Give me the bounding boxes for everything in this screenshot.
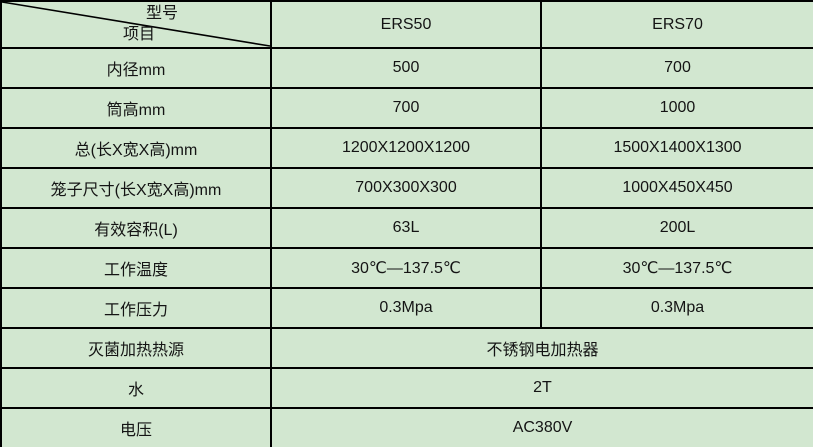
- row-label: 总(长X宽X高)mm: [0, 127, 272, 169]
- row-value: 30℃—137.5℃: [540, 247, 813, 289]
- row-label: 电压: [0, 407, 272, 447]
- row-value-merged: 2T: [270, 367, 813, 409]
- column-header-model-1: ERS50: [270, 0, 542, 49]
- diagonal-header-cell: 型号 项目: [0, 0, 272, 49]
- row-value: 63L: [270, 207, 542, 249]
- row-label: 有效容积(L): [0, 207, 272, 249]
- column-header-model-2: ERS70: [540, 0, 813, 49]
- table-row-merged: 电压 AC380V: [0, 407, 813, 447]
- row-value: 1500X1400X1300: [540, 127, 813, 169]
- corner-label-model: 型号: [145, 5, 179, 22]
- table-row: 内径mm 500 700: [0, 47, 813, 89]
- row-label: 筒高mm: [0, 87, 272, 129]
- table-row-merged: 灭菌加热热源 不锈钢电加热器: [0, 327, 813, 369]
- row-label: 水: [0, 367, 272, 409]
- row-value: 500: [270, 47, 542, 89]
- table-row: 筒高mm 700 1000: [0, 87, 813, 129]
- table-row: 工作温度 30℃—137.5℃ 30℃—137.5℃: [0, 247, 813, 289]
- row-value: 700X300X300: [270, 167, 542, 209]
- row-label: 工作压力: [0, 287, 272, 329]
- table-row: 工作压力 0.3Mpa 0.3Mpa: [0, 287, 813, 329]
- row-value: 30℃—137.5℃: [270, 247, 542, 289]
- row-value-merged: 不锈钢电加热器: [270, 327, 813, 369]
- row-label: 内径mm: [0, 47, 272, 89]
- row-value: 700: [540, 47, 813, 89]
- table-row-merged: 水 2T: [0, 367, 813, 409]
- row-label: 工作温度: [0, 247, 272, 289]
- row-value: 0.3Mpa: [270, 287, 542, 329]
- table-row: 有效容积(L) 63L 200L: [0, 207, 813, 249]
- row-value: 1000: [540, 87, 813, 129]
- row-value: 1200X1200X1200: [270, 127, 542, 169]
- table-row: 笼子尺寸(长X宽X高)mm 700X300X300 1000X450X450: [0, 167, 813, 209]
- row-value: 200L: [540, 207, 813, 249]
- row-value: 1000X450X450: [540, 167, 813, 209]
- row-value-merged: AC380V: [270, 407, 813, 447]
- diagonal-line: [3, 3, 269, 46]
- header-row: 型号 项目 ERS50 ERS70: [0, 0, 813, 49]
- row-label: 笼子尺寸(长X宽X高)mm: [0, 167, 272, 209]
- corner-label-item: 项目: [122, 26, 156, 43]
- table-row: 总(长X宽X高)mm 1200X1200X1200 1500X1400X1300: [0, 127, 813, 169]
- row-value: 700: [270, 87, 542, 129]
- row-label: 灭菌加热热源: [0, 327, 272, 369]
- row-value: 0.3Mpa: [540, 287, 813, 329]
